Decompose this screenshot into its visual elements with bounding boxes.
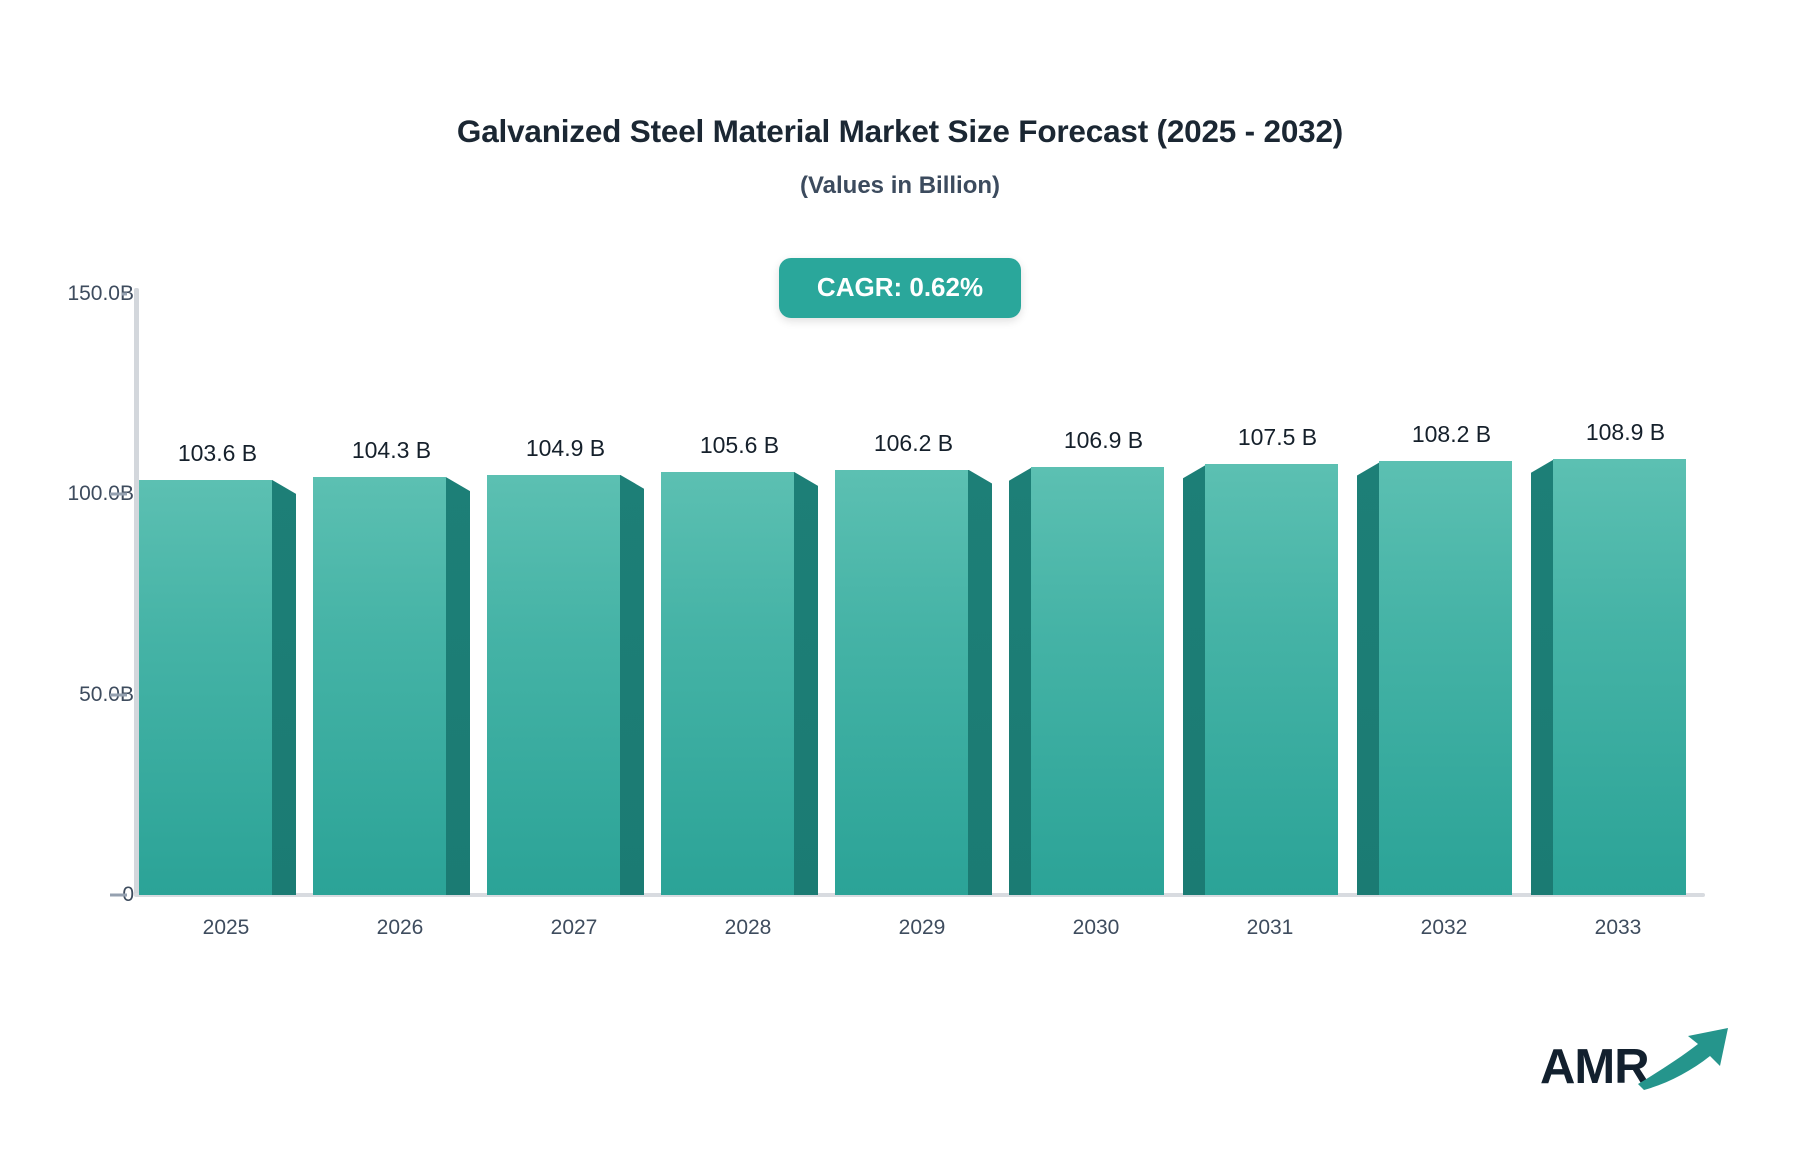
bar-front-face — [1379, 461, 1512, 895]
bar-3d-body: 106.2 B — [835, 430, 1009, 895]
bar-column[interactable]: 104.9 B — [487, 435, 661, 895]
bar-side-face — [968, 469, 992, 895]
bar-value-label: 107.5 B — [1237, 424, 1318, 451]
bar-side-face — [446, 477, 470, 895]
bar-side-face — [1357, 461, 1381, 895]
bar-front-face — [1553, 458, 1686, 895]
page-title: Galvanized Steel Material Market Size Fo… — [456, 113, 1344, 149]
bar-side-face — [1183, 464, 1207, 895]
bar-value-label: 104.9 B — [525, 434, 606, 461]
y-axis-tick-label: 0 — [122, 883, 134, 906]
bar-column[interactable]: 104.3 B — [313, 437, 487, 895]
x-axis-tick-label: 2026 — [376, 916, 424, 939]
bar-column[interactable]: 106.9 B — [1009, 427, 1183, 895]
bar-column[interactable]: 103.6 B — [139, 440, 313, 895]
bar-value-label: 106.9 B — [1063, 426, 1144, 453]
bar-3d-body: 108.2 B — [1357, 421, 1531, 895]
bar-3d-body: 104.9 B — [487, 435, 661, 895]
amr-logo: AMR — [1540, 1028, 1732, 1097]
bar-3d-body: 105.6 B — [661, 432, 835, 895]
cagr-badge: CAGR: 0.62% — [778, 258, 1022, 318]
y-axis-tick-mark — [110, 492, 127, 496]
bar-front-face — [1031, 466, 1164, 895]
bar-side-face — [272, 479, 296, 895]
x-axis-tick-label: 2029 — [898, 916, 946, 939]
bar-column[interactable]: 106.2 B — [835, 430, 1009, 895]
bar-value-label: 104.3 B — [351, 437, 432, 464]
chart-header: Galvanized Steel Material Market Size Fo… — [0, 0, 1800, 200]
y-axis-tick-mark — [110, 893, 127, 897]
bar-value-label: 106.2 B — [873, 429, 954, 456]
x-axis-tick-label: 2031 — [1246, 916, 1294, 939]
bar-value-label: 103.6 B — [177, 439, 258, 466]
growth-arrow-icon — [1636, 1022, 1732, 1097]
bar-front-face — [313, 477, 446, 895]
y-axis-tick-label: 100.0B — [67, 482, 134, 506]
bar-series: 103.6 B 104.3 B 104.9 B 105.6 B 106.2 B 106.9… — [139, 0, 1705, 1156]
bar-3d-body: 108.9 B — [1531, 419, 1705, 895]
bar-3d-body: 107.5 B — [1183, 424, 1357, 895]
logo-text: AMR — [1540, 1040, 1650, 1094]
x-axis-tick-label: 2028 — [724, 916, 772, 939]
x-axis-line — [134, 893, 1705, 897]
bar-column[interactable]: 108.9 B — [1531, 419, 1705, 895]
chart-subtitle: (Values in Billion) — [799, 172, 1001, 199]
bar-side-face — [794, 471, 818, 895]
x-axis-tick-label: 2033 — [1594, 916, 1642, 939]
bar-front-face — [487, 474, 620, 895]
bar-side-face — [1531, 458, 1555, 895]
bar-3d-body: 103.6 B — [139, 440, 313, 895]
bar-front-face — [835, 469, 968, 895]
bar-column[interactable]: 108.2 B — [1357, 421, 1531, 895]
x-axis-tick-label: 2032 — [1420, 916, 1468, 939]
y-axis-tick-mark — [122, 292, 127, 296]
bar-front-face — [139, 479, 272, 895]
bar-column[interactable]: 107.5 B — [1183, 424, 1357, 895]
cagr-badge-container: CAGR: 0.62% — [0, 258, 1800, 318]
y-axis-tick-label: 50.0B — [79, 682, 134, 706]
bar-3d-body: 104.3 B — [313, 437, 487, 895]
bar-side-face — [1009, 466, 1033, 895]
bar-front-face — [1205, 464, 1338, 895]
x-axis-tick-label: 2025 — [202, 916, 250, 939]
y-axis-tick-mark — [110, 693, 127, 697]
bar-value-label: 108.2 B — [1411, 421, 1492, 448]
x-axis-tick-label: 2027 — [550, 916, 598, 939]
y-axis-tick-label: 150.0B — [67, 282, 134, 305]
bar-front-face — [661, 471, 794, 895]
bar-column[interactable]: 105.6 B — [661, 432, 835, 895]
bar-value-label: 108.9 B — [1585, 418, 1666, 445]
bar-3d-body: 106.9 B — [1009, 427, 1183, 895]
bar-value-label: 105.6 B — [699, 431, 780, 458]
y-axis-line — [134, 288, 139, 896]
y-axis-tick-group: 0 50.0B 100.0B 150.0B — [0, 0, 134, 1156]
bar-side-face — [620, 474, 644, 895]
x-axis-tick-label: 2030 — [1072, 916, 1120, 939]
